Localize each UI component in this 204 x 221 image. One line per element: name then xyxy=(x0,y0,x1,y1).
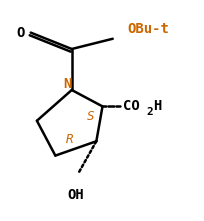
Text: CO: CO xyxy=(122,99,139,113)
Text: OH: OH xyxy=(67,188,84,202)
Text: H: H xyxy=(152,99,160,113)
Text: S: S xyxy=(86,110,93,123)
Text: O: O xyxy=(16,26,24,40)
Text: N: N xyxy=(63,77,71,91)
Text: 2: 2 xyxy=(146,107,153,116)
Text: OBu-t: OBu-t xyxy=(126,21,168,36)
Text: R: R xyxy=(66,133,73,146)
